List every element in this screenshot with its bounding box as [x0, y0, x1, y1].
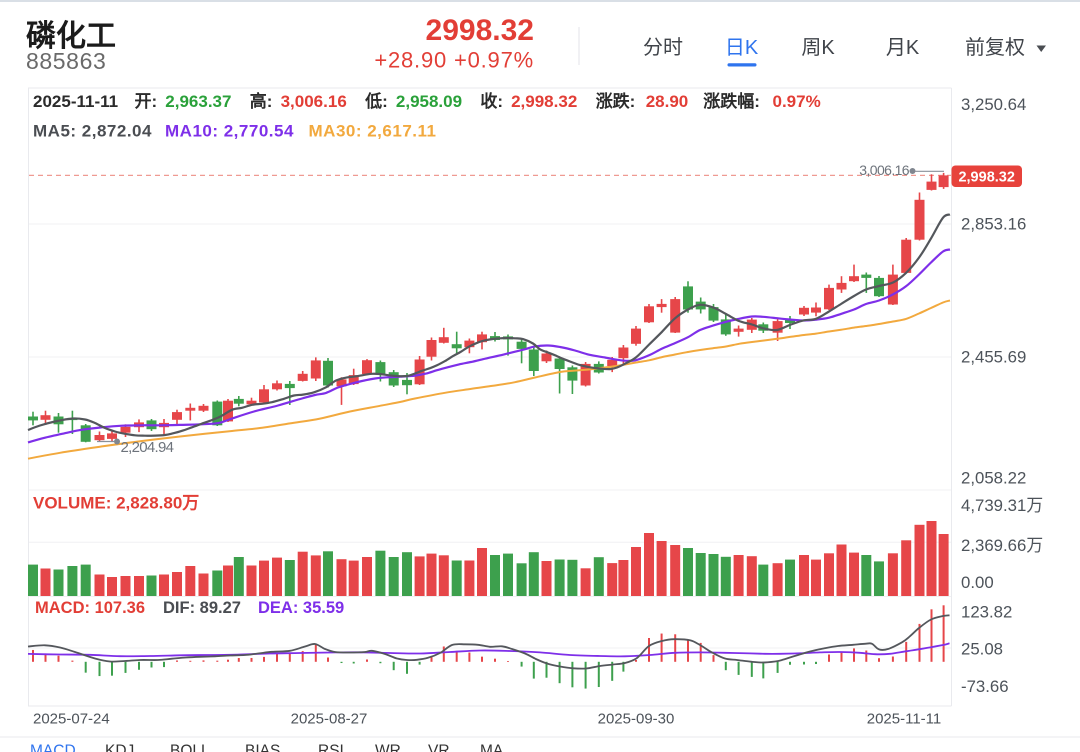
svg-text:分时: 分时: [643, 36, 683, 59]
svg-text:0.97%: 0.97%: [773, 92, 821, 111]
svg-text:DEA: 35.59: DEA: 35.59: [258, 599, 344, 617]
svg-text:2025-09-30: 2025-09-30: [598, 711, 675, 728]
svg-text:前复权: 前复权: [965, 36, 1025, 59]
svg-text:MA: MA: [480, 743, 504, 752]
svg-text:2,369.66万: 2,369.66万: [961, 536, 1043, 555]
svg-text:2,998.32: 2,998.32: [511, 92, 577, 111]
svg-text:月K: 月K: [886, 37, 920, 59]
svg-text:2025-11-11: 2025-11-11: [33, 92, 118, 111]
svg-text:MA10: 2,770.54: MA10: 2,770.54: [165, 122, 294, 141]
svg-text:3,250.64: 3,250.64: [961, 95, 1026, 114]
svg-text:2025-08-27: 2025-08-27: [291, 711, 368, 728]
svg-text:高:: 高:: [250, 91, 273, 111]
svg-text:收:: 收:: [480, 91, 503, 111]
svg-text:KDJ: KDJ: [105, 743, 134, 752]
svg-text:+28.90 +0.97%: +28.90 +0.97%: [374, 48, 534, 73]
svg-text:2998.32: 2998.32: [426, 14, 534, 47]
svg-text:RSI: RSI: [318, 743, 344, 752]
svg-text:2,204.94: 2,204.94: [121, 439, 174, 456]
svg-text:2,963.37: 2,963.37: [165, 92, 231, 111]
svg-text:2,058.22: 2,058.22: [961, 468, 1026, 487]
svg-text:28.90: 28.90: [646, 92, 689, 111]
svg-text:0.00: 0.00: [961, 573, 994, 592]
svg-text:MA30: 2,617.11: MA30: 2,617.11: [309, 122, 437, 141]
svg-text:低:: 低:: [364, 91, 388, 111]
svg-text:WR: WR: [375, 743, 401, 752]
svg-text:涨跌:: 涨跌:: [596, 92, 636, 111]
svg-text:123.82: 123.82: [961, 602, 1012, 621]
svg-text:4,739.31万: 4,739.31万: [961, 496, 1043, 515]
svg-text:2025-11-11: 2025-11-11: [867, 711, 942, 728]
svg-text:BOLL: BOLL: [170, 743, 210, 752]
svg-text:DIF: 89.27: DIF: 89.27: [163, 599, 241, 617]
svg-text:2,455.69: 2,455.69: [961, 347, 1026, 366]
svg-text:2025-07-24: 2025-07-24: [33, 711, 110, 728]
svg-text:MACD: 107.36: MACD: 107.36: [35, 599, 145, 617]
svg-text:开:: 开:: [135, 92, 158, 111]
svg-text:3,006.16: 3,006.16: [281, 92, 347, 111]
svg-text:VOLUME: 2,828.80万: VOLUME: 2,828.80万: [33, 494, 199, 513]
svg-text:涨跌幅:: 涨跌幅:: [703, 91, 760, 111]
svg-text:BIAS: BIAS: [245, 743, 280, 752]
svg-text:3,006.16: 3,006.16: [859, 162, 910, 178]
svg-text:VR: VR: [428, 743, 450, 752]
svg-text:885863: 885863: [26, 48, 106, 74]
svg-text:25.08: 25.08: [961, 639, 1003, 658]
svg-text:磷化工: 磷化工: [26, 20, 116, 53]
svg-text:MACD: MACD: [30, 743, 76, 752]
svg-text:日K: 日K: [725, 37, 759, 59]
svg-text:2,958.09: 2,958.09: [396, 92, 462, 111]
svg-text:2,998.32: 2,998.32: [958, 170, 1014, 186]
svg-text:2,853.16: 2,853.16: [961, 214, 1026, 233]
svg-text:-73.66: -73.66: [961, 677, 1009, 696]
svg-text:MA5: 2,872.04: MA5: 2,872.04: [33, 122, 152, 141]
svg-text:周K: 周K: [801, 37, 835, 59]
